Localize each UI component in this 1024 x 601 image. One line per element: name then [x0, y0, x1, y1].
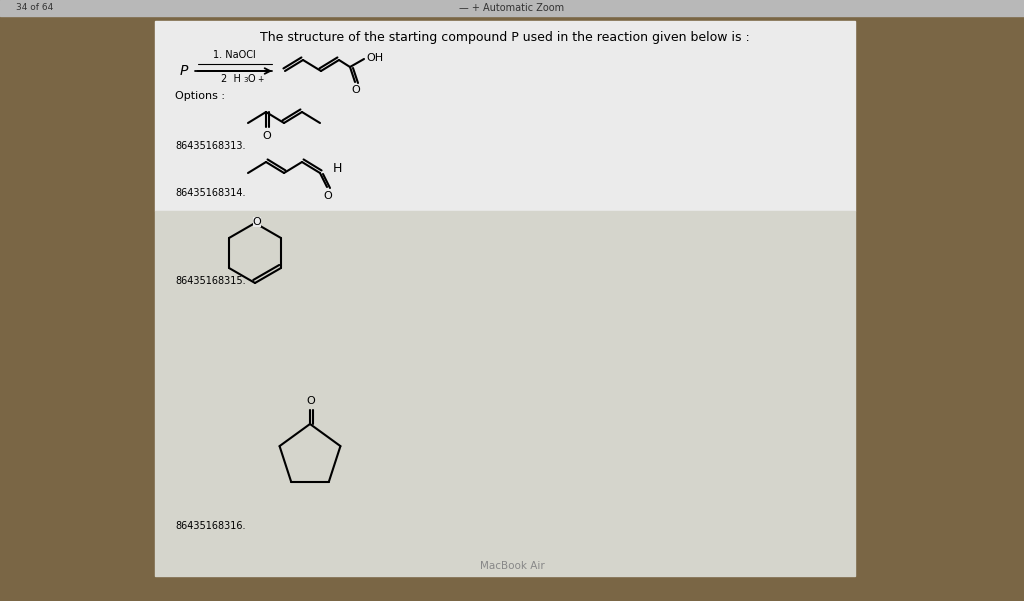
Text: 34 of 64: 34 of 64 — [16, 4, 53, 13]
Text: H: H — [333, 162, 342, 175]
Text: 3: 3 — [243, 77, 248, 83]
Text: — + Automatic Zoom: — + Automatic Zoom — [460, 3, 564, 13]
Text: O: O — [262, 131, 271, 141]
Text: MacBook Air: MacBook Air — [479, 561, 545, 571]
Text: 86435168315.: 86435168315. — [175, 276, 246, 286]
Text: O: O — [306, 396, 315, 406]
Text: OH: OH — [366, 53, 383, 63]
Text: 2  H: 2 H — [221, 74, 241, 84]
Text: 86435168314.: 86435168314. — [175, 188, 246, 198]
Text: 86435168316.: 86435168316. — [175, 521, 246, 531]
Bar — [155, 211, 855, 576]
Text: O: O — [324, 191, 333, 201]
Bar — [0, 0, 1024, 16]
Text: O: O — [351, 85, 360, 95]
Text: P: P — [180, 64, 188, 78]
Text: The structure of the starting compound P used in the reaction given below is :: The structure of the starting compound P… — [260, 31, 750, 44]
Text: 86435168313.: 86435168313. — [175, 141, 246, 151]
Bar — [155, 21, 855, 211]
Text: O: O — [253, 217, 261, 227]
Text: Options :: Options : — [175, 91, 225, 101]
Text: +: + — [257, 75, 263, 84]
Text: O: O — [248, 74, 256, 84]
Text: 1. NaOCl: 1. NaOCl — [213, 50, 255, 60]
